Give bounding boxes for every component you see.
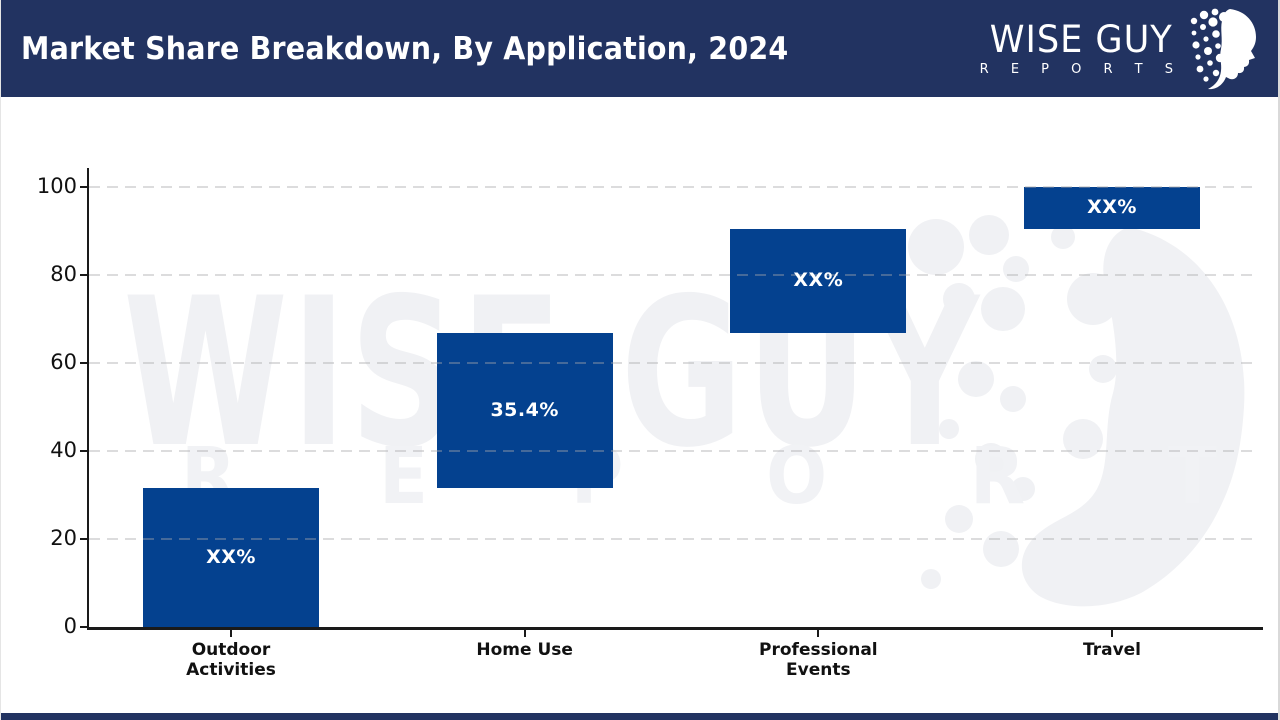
bar-value-label: XX% (1087, 195, 1137, 218)
bar-value-label: XX% (206, 545, 256, 568)
x-category-label-professional-events: Professional Events (759, 640, 878, 680)
chart-title: Market Share Breakdown, By Application, … (21, 30, 789, 67)
y-tick-mark-100 (80, 186, 88, 188)
y-tick-label-20: 20 (50, 526, 77, 550)
gridline-20 (89, 538, 1259, 540)
y-tick-label-60: 60 (50, 350, 77, 374)
gridline-100 (89, 186, 1259, 188)
y-tick-label-0: 0 (63, 614, 77, 638)
x-tick-mark (1111, 630, 1113, 637)
y-tick-mark-0 (80, 626, 88, 628)
bar-travel (1024, 187, 1200, 229)
watermark-reports: R E P O R T S (181, 432, 1278, 522)
y-tick-label-100: 100 (36, 174, 77, 198)
bar-home-use (436, 332, 613, 489)
watermark-dotted-head (908, 215, 1245, 607)
bar-outdoor-activities (143, 488, 319, 627)
bar-professional-events (730, 228, 907, 333)
y-axis-line (87, 168, 89, 629)
y-tick-label-80: 80 (50, 262, 77, 286)
logo-wise-guy: WISE GUY (989, 18, 1173, 62)
bar-value-label: 35.4% (490, 398, 559, 421)
x-tick-mark (817, 630, 820, 637)
header-banner: Market Share Breakdown, By Application, … (1, 0, 1278, 97)
x-axis-line (87, 627, 1263, 630)
gridline-80 (89, 274, 1259, 276)
y-tick-mark-40 (80, 450, 88, 452)
logo-head-icon (1190, 8, 1256, 90)
gridline-40 (89, 450, 1259, 452)
x-category-label-outdoor-activities: Outdoor Activities (186, 640, 276, 680)
y-tick-mark-60 (80, 362, 88, 364)
x-category-label-home-use: Home Use (476, 640, 573, 660)
x-category-label-travel: Travel (1082, 640, 1142, 660)
bar-value-label: XX% (793, 268, 844, 291)
x-tick-mark (230, 630, 232, 637)
y-tick-label-40: 40 (50, 438, 77, 462)
y-tick-mark-20 (80, 538, 88, 540)
gridline-60 (89, 362, 1259, 364)
logo-reports: R E P O R T S (979, 61, 1182, 77)
wise-guy-reports-logo: WISE GUY R E P O R T S (980, 6, 1260, 92)
y-tick-mark-80 (80, 274, 88, 276)
x-tick-mark (523, 630, 526, 637)
footer-bar (1, 713, 1278, 720)
logo-wordmark: WISE GUY R E P O R T S (979, 18, 1182, 77)
